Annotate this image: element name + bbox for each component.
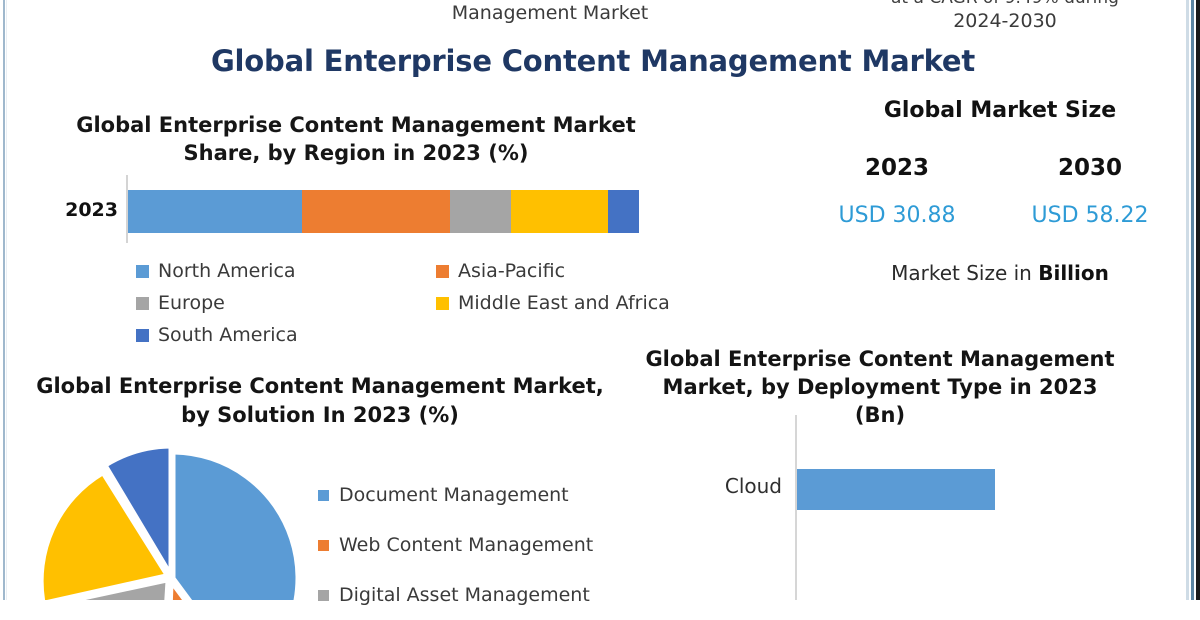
- infographic-canvas: Management Market at a CAGR of 9.49% dur…: [3, 0, 1200, 606]
- legend-label-document-management: Document Management: [339, 484, 569, 506]
- right-border-accent: [1191, 0, 1194, 600]
- legend-swatch-north-america: [136, 264, 149, 278]
- market-size-unit-value: Billion: [1038, 261, 1109, 285]
- market-size-unit-note: Market Size in Billion: [830, 261, 1170, 285]
- pie-slice-fourth: [40, 471, 169, 600]
- legend-swatch-document-management: [318, 489, 329, 501]
- region-segment-north-america: [128, 190, 302, 233]
- legend-item-asia-pacific: Asia-Pacific: [436, 260, 565, 282]
- legend-item-europe: Europe: [136, 292, 436, 314]
- market-size-unit-prefix: Market Size in: [891, 261, 1039, 285]
- region-stacked-bar: [128, 190, 639, 233]
- deployment-chart-axis: [795, 415, 797, 600]
- pie-slice-web-content-management: [169, 579, 186, 600]
- header-forecast-period: 2024-2030: [953, 10, 1057, 32]
- legend-item-web-content-management: Web Content Management: [318, 520, 638, 570]
- legend-label-web-content-management: Web Content Management: [339, 534, 594, 556]
- market-size-year-start: 2023: [864, 155, 929, 181]
- legend-label-asia-pacific: Asia-Pacific: [458, 260, 566, 282]
- solution-pie-chart: [22, 440, 342, 600]
- legend-label-europe: Europe: [158, 292, 225, 314]
- header-cagr-text: at a CAGR of 9.49% during: [855, 0, 1155, 8]
- pie-slice-document-management: [172, 451, 299, 600]
- legend-swatch-south-america: [136, 328, 149, 342]
- market-size-title: Global Market Size: [883, 98, 1117, 123]
- legend-label-digital-asset-management: Digital Asset Management: [339, 584, 590, 606]
- legend-item-south-america: South America: [136, 324, 436, 346]
- legend-swatch-middle-east-africa: [436, 296, 449, 310]
- deployment-bar-cloud: [797, 469, 995, 510]
- legend-swatch-web-content-management: [318, 539, 329, 551]
- market-size-value-end: USD 58.22: [1031, 203, 1149, 228]
- left-border-accent: [3, 0, 5, 600]
- region-segment-europe: [449, 190, 512, 233]
- left-border-inner: [6, 0, 7, 600]
- legend-item-north-america: North America: [136, 260, 436, 282]
- pie-slice-digital-asset-management: [71, 579, 169, 600]
- right-border-inner: [1186, 0, 1189, 600]
- legend-swatch-asia-pacific: [436, 264, 449, 278]
- region-chart-category-label: 2023: [65, 199, 118, 221]
- deployment-category-label: Cloud: [724, 474, 782, 498]
- solution-chart-legend: Document Management Web Content Manageme…: [318, 470, 638, 620]
- region-chart-legend: North America Asia-Pacific Europe Middle…: [136, 255, 716, 351]
- legend-item-digital-asset-management: Digital Asset Management: [318, 570, 638, 620]
- legend-label-north-america: North America: [158, 260, 296, 282]
- region-segment-asia-pacific: [301, 190, 450, 233]
- solution-pie-svg: [40, 445, 299, 600]
- pie-slice-fifth: [104, 445, 172, 578]
- market-size-value-start: USD 30.88: [838, 203, 956, 228]
- deployment-chart-title: Global Enterprise Content Management Mar…: [645, 347, 1115, 427]
- region-segment-middle-east-africa: [511, 190, 609, 233]
- legend-label-middle-east-africa: Middle East and Africa: [458, 292, 670, 314]
- region-segment-south-america: [608, 190, 639, 233]
- legend-swatch-digital-asset-management: [318, 589, 329, 601]
- header-left-cut-text: Management Market: [451, 2, 649, 24]
- region-chart-axis: [126, 175, 128, 243]
- legend-item-middle-east-africa: Middle East and Africa: [436, 292, 670, 314]
- solution-chart-title: Global Enterprise Content Management Mar…: [36, 374, 604, 427]
- region-chart-title: Global Enterprise Content Management Mar…: [76, 113, 636, 165]
- legend-item-document-management: Document Management: [318, 470, 638, 520]
- page-title: Global Enterprise Content Management Mar…: [210, 44, 976, 78]
- market-size-year-end: 2030: [1057, 155, 1122, 181]
- right-border-outer: [1196, 0, 1200, 600]
- legend-label-south-america: South America: [158, 324, 298, 346]
- legend-swatch-europe: [136, 296, 149, 310]
